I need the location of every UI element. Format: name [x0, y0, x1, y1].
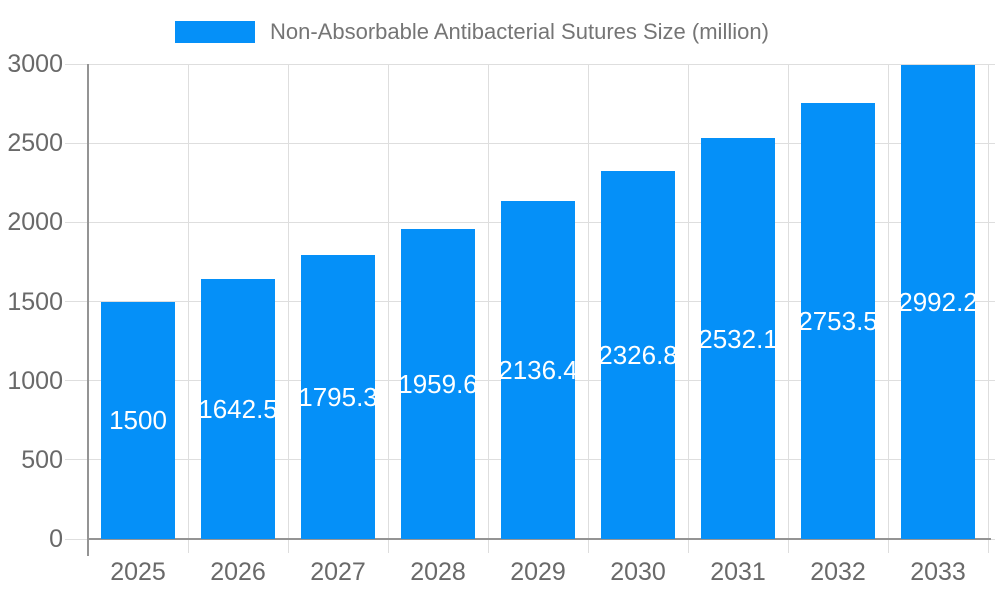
- legend-swatch: [175, 21, 255, 43]
- bar-2025[interactable]: [101, 301, 175, 539]
- x-axis-tick-label: 2032: [810, 558, 866, 586]
- x-gridline: [887, 64, 889, 553]
- x-axis-tick-label: 2026: [210, 558, 266, 586]
- x-gridline: [387, 64, 389, 553]
- y-axis-tick-label: 1000: [7, 366, 63, 395]
- bar-2029[interactable]: [501, 200, 575, 539]
- x-axis-tick-label: 2027: [310, 558, 366, 586]
- bar-value-label: 2753.5: [798, 306, 878, 336]
- bar-value-label: 1642.5: [198, 393, 278, 424]
- bar-value-label: 2532.1: [698, 323, 778, 354]
- x-axis-tick-label: 2033: [910, 558, 966, 586]
- bar-value-label: 1795.3: [298, 381, 378, 412]
- bar-2027[interactable]: [301, 254, 375, 539]
- x-gridline: [487, 64, 489, 553]
- y-axis-tick-label: 500: [21, 445, 63, 474]
- y-axis-tick-label: 3000: [7, 50, 63, 78]
- bar-value-label: 2326.8: [598, 339, 678, 370]
- bar-2028[interactable]: [401, 228, 475, 539]
- legend-item[interactable]: Non-Absorbable Antibacterial Sutures Siz…: [175, 19, 769, 45]
- y-axis-tick-label: 2500: [7, 129, 63, 158]
- bar-value-label: 1500: [109, 405, 167, 436]
- bar-2030[interactable]: [601, 170, 675, 539]
- bar-value-label: 2136.4: [498, 354, 578, 385]
- x-gridline: [587, 64, 589, 553]
- y-gridline: [65, 142, 995, 144]
- y-axis-line: [87, 64, 89, 556]
- x-axis-tick-label: 2030: [610, 558, 666, 586]
- legend-label: Non-Absorbable Antibacterial Sutures Siz…: [270, 19, 769, 44]
- x-gridline: [287, 64, 289, 553]
- y-axis-tick-label: 0: [49, 525, 63, 553]
- x-axis-tick-label: 2029: [510, 558, 566, 586]
- x-gridline: [787, 64, 789, 553]
- x-axis-line: [87, 538, 991, 540]
- bar-value-label: 1959.6: [398, 368, 478, 399]
- x-gridline: [687, 64, 689, 553]
- bar-value-label: 2992.2: [898, 287, 978, 318]
- x-gridline: [187, 64, 189, 553]
- bar-2033[interactable]: [901, 65, 975, 539]
- bar-2031[interactable]: [701, 138, 775, 539]
- bar-2032[interactable]: [801, 103, 875, 539]
- bar-2026[interactable]: [201, 278, 275, 539]
- y-axis-tick-label: 2000: [7, 208, 63, 237]
- x-gridline: [987, 64, 989, 553]
- x-axis-tick-label: 2031: [710, 558, 766, 586]
- y-gridline: [65, 63, 995, 65]
- x-axis-tick-label: 2025: [110, 558, 166, 586]
- y-axis-tick-label: 1500: [7, 287, 63, 316]
- x-axis-tick-label: 2028: [410, 558, 466, 586]
